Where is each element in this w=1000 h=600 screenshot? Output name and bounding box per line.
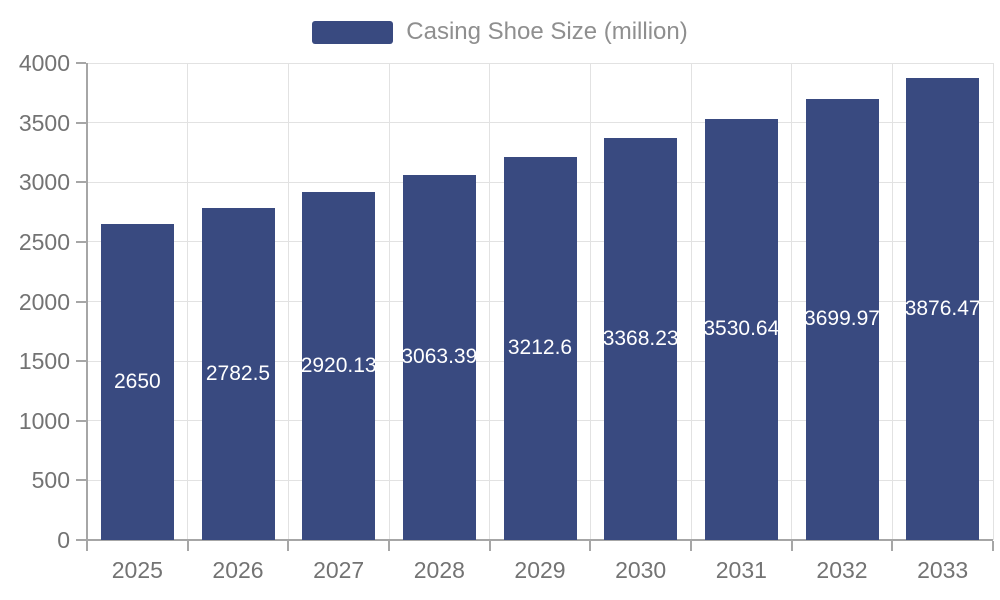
y-axis-tick xyxy=(76,479,86,482)
y-tick-label: 3000 xyxy=(18,169,70,196)
y-axis-tick xyxy=(76,300,86,303)
y-tick-label: 3500 xyxy=(18,109,70,136)
bar-value-label: 3876.47 xyxy=(906,296,980,320)
x-axis-tick xyxy=(589,541,592,551)
x-tick-label: 2032 xyxy=(816,557,868,583)
grid-line-vertical xyxy=(489,63,491,540)
y-axis-tick xyxy=(76,360,86,363)
x-axis-tick xyxy=(891,541,894,551)
grid-line-vertical xyxy=(992,63,994,540)
y-axis-line xyxy=(86,63,88,551)
x-tick-label: 2031 xyxy=(715,557,767,583)
x-axis-tick xyxy=(992,541,994,551)
grid-line-vertical xyxy=(187,63,189,540)
y-axis-tick xyxy=(76,539,86,541)
legend-swatch-icon xyxy=(312,20,394,44)
grid-line-vertical xyxy=(690,63,692,540)
bar[interactable]: 3368.23 xyxy=(604,138,678,540)
x-tick-label: 2030 xyxy=(615,557,667,583)
bar-value-label: 2920.13 xyxy=(302,353,376,377)
bar-value-label: 3063.39 xyxy=(402,345,476,369)
bar-value-label: 2782.5 xyxy=(205,362,271,386)
x-tick-label: 2025 xyxy=(111,557,163,583)
bar[interactable]: 3699.97 xyxy=(805,98,879,540)
bar[interactable]: 2920.13 xyxy=(302,191,376,540)
x-tick-label: 2026 xyxy=(212,557,264,583)
y-tick-label: 2000 xyxy=(18,288,70,315)
grid-line-horizontal xyxy=(87,62,993,64)
grid-line-horizontal xyxy=(87,122,993,124)
x-axis-tick xyxy=(287,541,290,551)
bar[interactable]: 3876.47 xyxy=(906,77,980,540)
grid-line-vertical xyxy=(891,63,893,540)
bar[interactable]: 3212.6 xyxy=(503,156,577,540)
grid-line-vertical xyxy=(791,63,793,540)
x-axis-tick xyxy=(388,541,390,551)
grid-line-vertical xyxy=(589,63,591,540)
bar-value-label: 3212.6 xyxy=(507,336,573,360)
grid-line-vertical xyxy=(287,63,289,540)
y-tick-label: 1500 xyxy=(18,348,70,375)
legend-item[interactable]: Casing Shoe Size (million) xyxy=(0,18,1000,46)
legend-label: Casing Shoe Size (million) xyxy=(406,18,688,45)
y-tick-label: 500 xyxy=(31,467,70,494)
y-axis-tick xyxy=(76,240,86,243)
x-axis-line xyxy=(87,539,993,541)
y-tick-label: 1000 xyxy=(18,407,70,434)
bar[interactable]: 3530.64 xyxy=(704,118,778,540)
y-tick-label: 4000 xyxy=(18,50,70,76)
y-axis-tick xyxy=(76,121,86,124)
bar[interactable]: 2782.5 xyxy=(201,208,275,540)
x-tick-label: 2027 xyxy=(313,557,365,583)
y-axis-tick xyxy=(76,181,86,184)
x-tick-label: 2029 xyxy=(514,557,566,583)
grid-line-vertical xyxy=(388,63,390,540)
bar[interactable]: 2650 xyxy=(100,223,174,540)
x-tick-label: 2033 xyxy=(917,557,969,583)
bar-value-label: 3530.64 xyxy=(704,317,778,341)
x-axis-tick xyxy=(690,541,692,551)
y-axis-tick xyxy=(76,62,86,64)
x-axis-tick xyxy=(186,541,189,551)
bar[interactable]: 3063.39 xyxy=(402,174,476,540)
y-tick-label: 0 xyxy=(57,527,70,553)
bar-value-label: 3699.97 xyxy=(805,307,879,331)
bar-value-label: 3368.23 xyxy=(604,327,678,351)
bar-value-label: 2650 xyxy=(113,369,161,393)
x-tick-label: 2028 xyxy=(413,557,465,583)
x-axis-tick xyxy=(488,541,491,551)
y-tick-label: 2500 xyxy=(18,228,70,255)
x-axis-tick xyxy=(790,541,793,551)
y-axis-tick xyxy=(76,419,86,422)
